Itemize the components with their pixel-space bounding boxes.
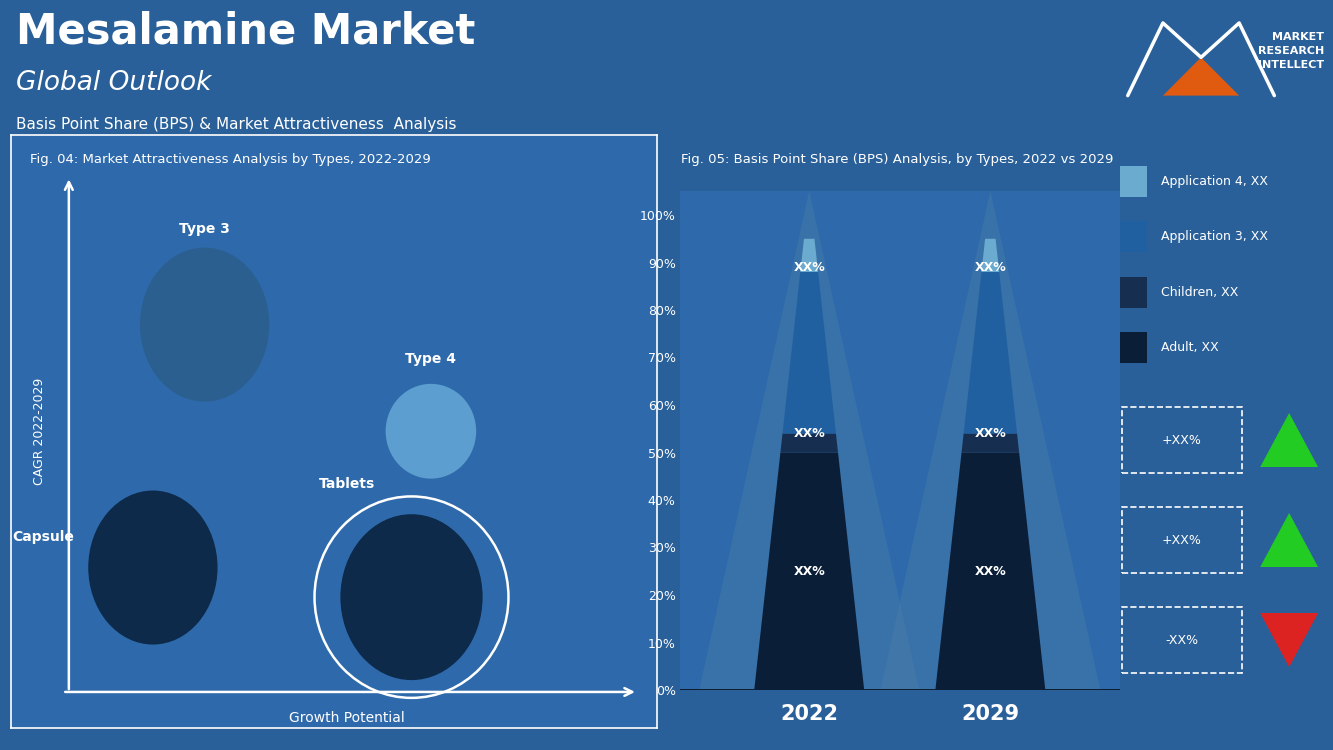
- Ellipse shape: [340, 514, 483, 680]
- Polygon shape: [700, 191, 920, 690]
- Text: Type 3: Type 3: [179, 222, 231, 236]
- Ellipse shape: [140, 248, 269, 402]
- Text: Tablets: Tablets: [319, 476, 375, 490]
- Text: CAGR 2022-2029: CAGR 2022-2029: [33, 378, 47, 485]
- Bar: [1120, 277, 1146, 308]
- Text: +XX%: +XX%: [1162, 433, 1201, 446]
- Text: Children, XX: Children, XX: [1161, 286, 1238, 298]
- Text: XX%: XX%: [793, 427, 825, 440]
- Polygon shape: [981, 238, 1000, 272]
- Text: XX%: XX%: [974, 565, 1006, 578]
- Text: Growth Potential: Growth Potential: [289, 710, 405, 724]
- Polygon shape: [1260, 513, 1318, 567]
- Text: Application 3, XX: Application 3, XX: [1161, 230, 1268, 243]
- Bar: [1120, 332, 1146, 363]
- Polygon shape: [961, 433, 1020, 452]
- Text: Basis Point Share (BPS) & Market Attractiveness  Analysis: Basis Point Share (BPS) & Market Attract…: [16, 117, 456, 132]
- Text: XX%: XX%: [793, 261, 825, 274]
- Text: Fig. 04: Market Attractiveness Analysis by Types, 2022-2029: Fig. 04: Market Attractiveness Analysis …: [31, 153, 431, 166]
- Text: XX%: XX%: [974, 427, 1006, 440]
- Polygon shape: [754, 452, 864, 690]
- Polygon shape: [936, 452, 1045, 690]
- Polygon shape: [1260, 413, 1318, 467]
- Text: XX%: XX%: [974, 261, 1006, 274]
- Ellipse shape: [385, 384, 476, 478]
- Polygon shape: [780, 433, 838, 452]
- Text: -XX%: -XX%: [1165, 634, 1198, 646]
- Text: Adult, XX: Adult, XX: [1161, 340, 1218, 354]
- Text: Global Outlook: Global Outlook: [16, 70, 211, 96]
- Text: XX%: XX%: [793, 565, 825, 578]
- Text: Mesalamine Market: Mesalamine Market: [16, 10, 475, 53]
- Bar: [1120, 221, 1146, 252]
- Text: +XX%: +XX%: [1162, 533, 1201, 547]
- Polygon shape: [800, 238, 818, 272]
- Polygon shape: [964, 272, 1017, 434]
- Polygon shape: [880, 191, 1100, 690]
- Text: MARKET
RESEARCH
INTELLECT: MARKET RESEARCH INTELLECT: [1258, 32, 1324, 70]
- Bar: [1120, 166, 1146, 197]
- Ellipse shape: [88, 490, 217, 644]
- Text: Application 4, XX: Application 4, XX: [1161, 175, 1268, 188]
- Polygon shape: [782, 272, 836, 434]
- Polygon shape: [1162, 58, 1240, 96]
- Text: Type 4: Type 4: [405, 352, 456, 366]
- Polygon shape: [1260, 613, 1318, 667]
- Text: Fig. 05: Basis Point Share (BPS) Analysis, by Types, 2022 vs 2029: Fig. 05: Basis Point Share (BPS) Analysi…: [681, 153, 1113, 166]
- Text: Capsule: Capsule: [12, 530, 73, 544]
